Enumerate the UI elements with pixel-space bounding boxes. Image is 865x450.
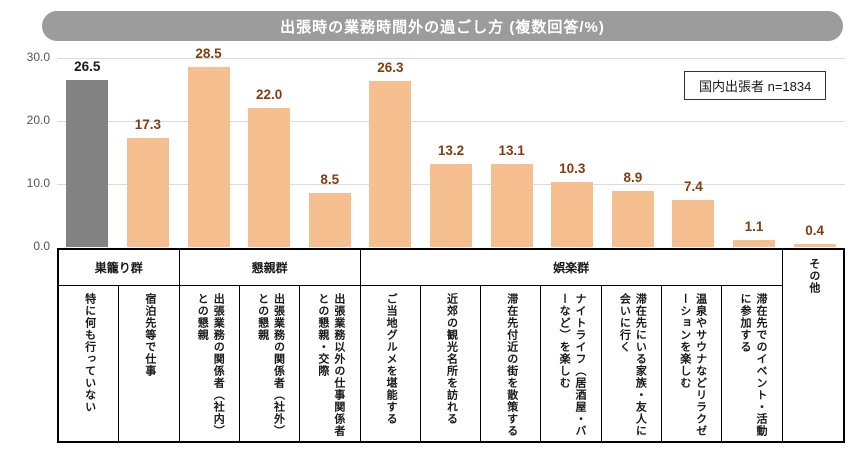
category-cell: 宿泊先等で仕事 [119,286,180,441]
bar [369,81,412,247]
bar [126,138,169,247]
category-label: 宿泊先等で仕事 [143,293,156,377]
bar [611,190,654,247]
category-cell: 出張業務以外の仕事関係者との懇親・交際 [300,286,361,441]
bar-value-label: 7.4 [684,179,703,195]
category-cell: 近郊の観光名所を訪れる [421,286,482,441]
category-label: 近郊の観光名所を訪れる [445,293,458,425]
category-cell: 出張業務の関係者（社内）との懇親 [180,286,240,441]
category-cell: ナイトライフ（居酒屋・バーなど）を楽しむ [541,286,602,441]
bar-value-label: 22.0 [256,87,283,103]
category-label: 滞在先付近の街を散策する [505,293,518,437]
category-label: 温泉やサウナなどリラクゼーションを楽しむ [678,293,707,437]
category-label: 滞在先でのイベント・活動に参加する [739,293,767,437]
bar-value-label: 8.9 [623,169,643,185]
bar [308,193,351,247]
y-axis-tick: 10.0 [26,176,50,190]
category-label: 出張業務の関係者（社外）との懇親 [256,293,285,437]
category-label: 特に何も行っていない [83,293,96,413]
bar-value-label: 1.1 [744,219,764,235]
category-label: 出張業務以外の仕事関係者との懇親・交際 [316,293,345,437]
bar [733,240,776,247]
category-cell: 特に何も行っていない [59,286,120,441]
bar-value-label: 26.3 [377,60,404,76]
y-axis-tick: 20.0 [26,113,50,127]
bar [430,163,472,247]
bar-value-label: 13.1 [498,143,525,159]
title-banner: 出張時の業務時間外の過ごし方 (複数回答/%) [42,11,843,41]
category-label: 滞在先にいる家族・友人に会いに行く [618,293,647,437]
bar-value-label: 17.3 [134,117,162,132]
sample-size-box: 国内出張者 n=1834 [684,71,827,100]
group-header-cell: 懇親群 [179,250,361,286]
y-axis-tick: 30.0 [26,50,50,64]
bar-value-label: 0.4 [805,223,825,239]
group-header-cell: 娯楽群 [360,250,783,286]
group-header-cell: その他 [783,250,843,441]
gridline [57,121,845,122]
bar [490,164,533,247]
bar-value-label: 28.5 [195,46,222,62]
bar [66,80,109,247]
category-label: ナイトライフ（居酒屋・バーなど）を楽しむ [558,293,587,437]
bar [187,67,230,247]
bar [551,182,594,247]
category-label: 出張業務の関係者（社内）との懇親 [196,293,225,437]
plot-area: 26.5 17.3 28.5 22.0 8.5 26.3 13.2 13.1 10.3 8.9 7.… [57,46,845,247]
category-table: 巣籠り群 懇親群 娯楽群 その他特に何も行っていない 宿泊先等で仕事 出張業務の関係者（社… [57,248,845,443]
category-label: ご当地グルメを堪能する [385,293,398,425]
gridline [57,58,845,59]
bar-value-label: 13.2 [437,142,465,158]
category-cell: 温泉やサウナなどリラクゼーションを楽しむ [662,286,723,441]
bar-value-label: 26.5 [74,59,101,75]
category-cell: 出張業務の関係者（社外）との懇親 [240,286,301,441]
bar [248,108,291,247]
chart-title: 出張時の業務時間外の過ごし方 (複数回答/%) [280,18,605,36]
sample-size-label: 国内出張者 n=1834 [699,79,812,94]
group-header-cell: 巣籠り群 [59,250,180,286]
bar-value-label: 10.3 [559,161,586,177]
category-cell: ご当地グルメを堪能する [361,286,421,441]
group-header-label: その他 [807,258,820,294]
y-axis-tick: 0.0 [33,239,50,253]
category-cell: 滞在先でのイベント・活動に参加する [722,286,783,441]
category-cell: 滞在先付近の街を散策する [481,286,542,441]
bar [672,200,715,247]
bar-value-label: 8.5 [320,172,340,188]
category-cell: 滞在先にいる家族・友人に会いに行く [602,286,663,441]
bar [793,244,836,247]
